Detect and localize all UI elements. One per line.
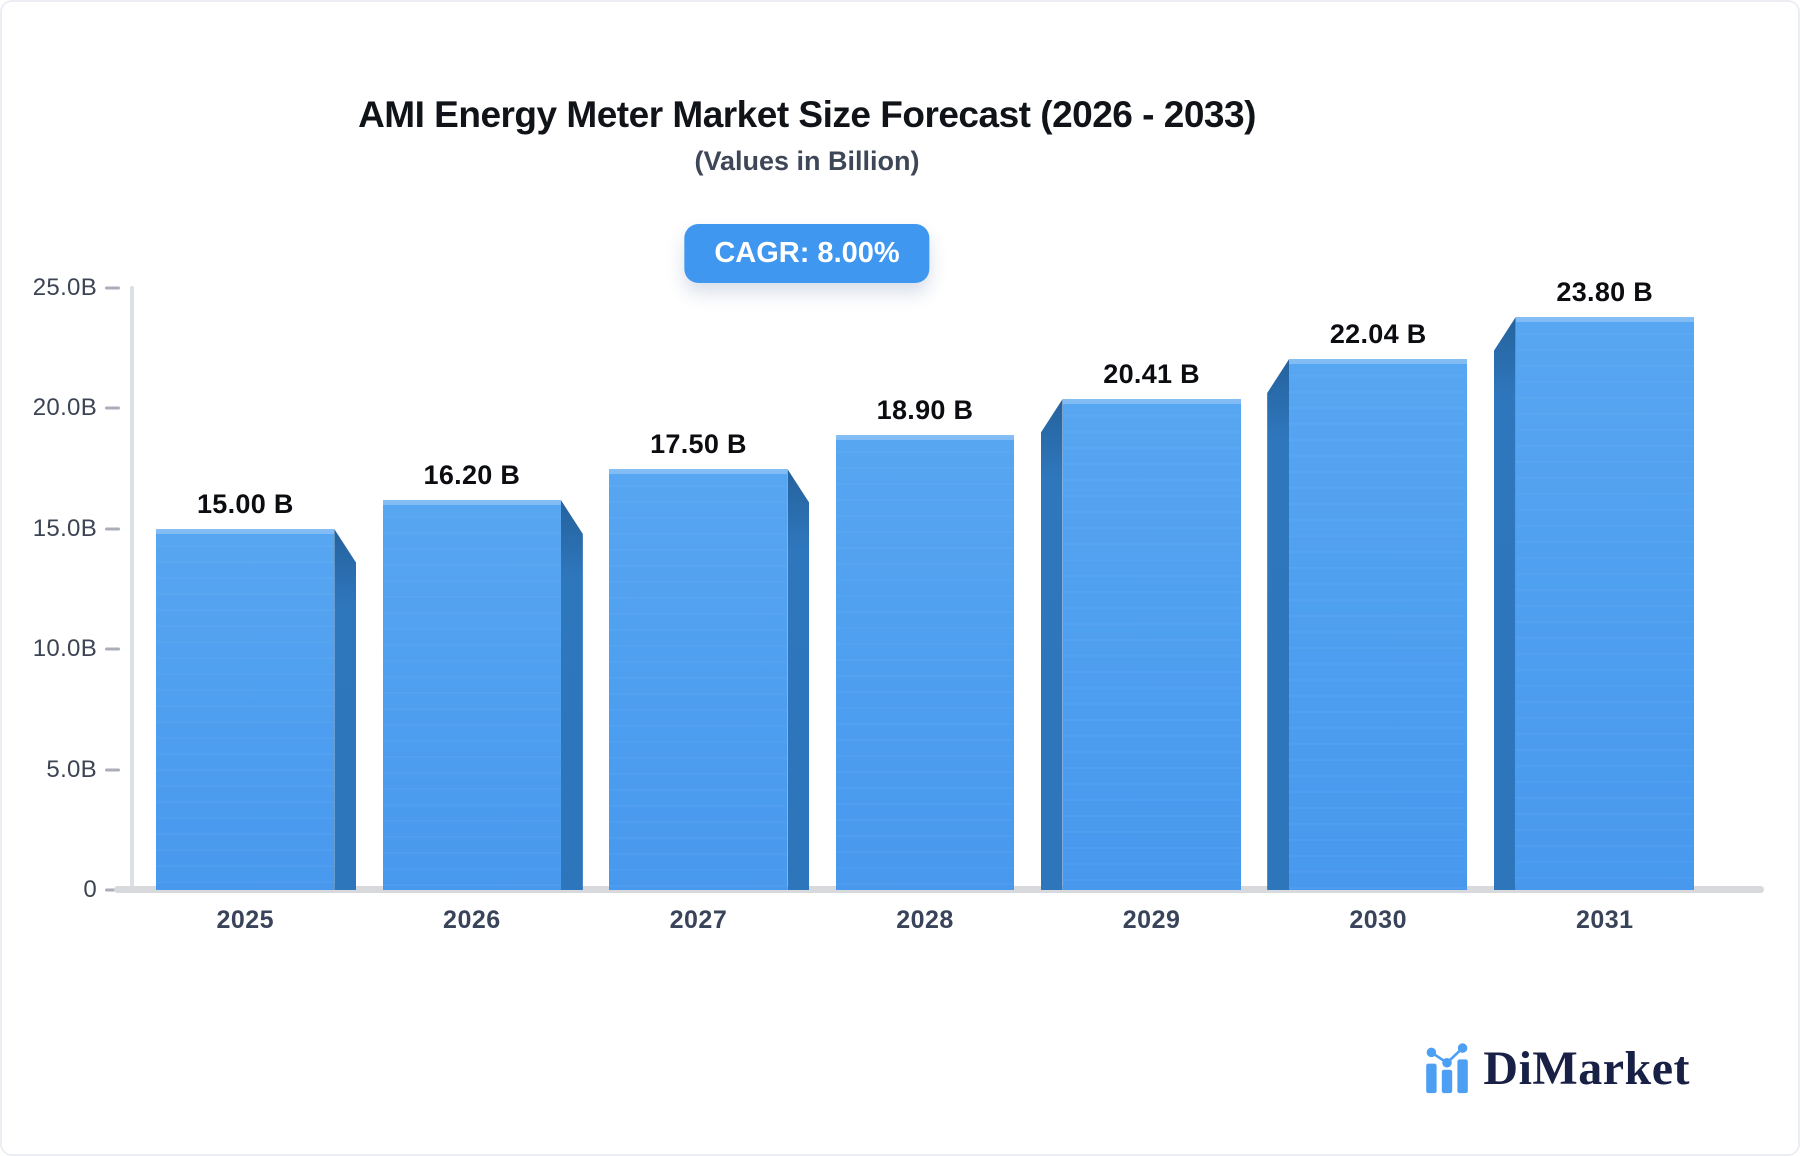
cagr-badge: CAGR: 8.00% (684, 224, 930, 283)
bar-face (1289, 359, 1468, 890)
y-axis-tick-mark (105, 647, 120, 651)
y-axis-tick-label: 25.0B (32, 274, 97, 301)
bar-slot: 20.41 B 2029 (1038, 288, 1265, 934)
bar-value-label: 20.41 B (1103, 359, 1200, 389)
chart-title: AMI Energy Meter Market Size Forecast (2… (358, 94, 1256, 135)
bar-2029: 20.41 B (1040, 359, 1241, 890)
y-axis-tick-label: 20.0B (32, 394, 97, 422)
plot-area: 15.00 B 2025 16.20 B 2026 17.50 B 2027 18.90 B… (132, 277, 1718, 934)
x-axis-label: 2027 (669, 906, 728, 934)
bar-slot: 23.80 B 2031 (1491, 277, 1718, 934)
bar-side-face (1040, 399, 1063, 890)
bar-side-face (560, 500, 583, 890)
bar-value-label: 22.04 B (1329, 319, 1427, 349)
bar-slot: 15.00 B 2025 (132, 288, 359, 934)
x-axis-label: 2028 (896, 906, 954, 934)
x-axis-label: 2031 (1575, 906, 1634, 934)
bar-2031: 23.80 B (1493, 277, 1694, 890)
y-axis-tick-label: 5.0B (46, 755, 97, 783)
bar-2025: 15.00 B (156, 489, 357, 890)
bar-face (609, 469, 788, 890)
bar-slot: 18.90 B 2028 (812, 288, 1039, 934)
bar-side-face (1267, 359, 1290, 890)
bar-value-label: 23.80 B (1556, 277, 1654, 307)
y-axis-line (130, 286, 134, 890)
bar-face (1062, 399, 1241, 890)
bar-side-face (1493, 317, 1516, 890)
bar-side-face (334, 529, 357, 890)
bar-value-label: 17.50 B (650, 429, 747, 459)
y-axis-tick-mark (105, 406, 120, 410)
bar-face (382, 500, 561, 890)
bar-slot: 22.04 B 2030 (1265, 288, 1492, 934)
bar-2027: 17.50 B (609, 429, 810, 890)
chart-subtitle: (Values in Billion) (694, 146, 920, 176)
bar-chart-icon (1426, 1043, 1469, 1094)
y-axis-tick-mark (105, 286, 120, 290)
bar-slot: 16.20 B 2026 (359, 288, 586, 934)
bar-value-label: 15.00 B (196, 489, 294, 519)
y-axis-tick-label: 10.0B (32, 635, 97, 663)
x-axis-label: 2025 (216, 906, 275, 934)
logo-text: DiMarket (1483, 1041, 1690, 1095)
x-axis-label: 2026 (443, 906, 501, 934)
bar-value-label: 18.90 B (876, 395, 974, 425)
y-axis-tick-mark (105, 527, 120, 531)
bar-face (836, 435, 1015, 890)
x-axis-label: 2029 (1122, 906, 1181, 934)
x-axis-label: 2030 (1349, 906, 1407, 934)
y-axis-tick-label: 0 (83, 876, 97, 903)
dimarket-logo: DiMarket (1421, 1040, 1690, 1096)
bar-slot: 17.50 B 2027 (585, 288, 812, 934)
bar-face (1515, 317, 1694, 890)
bar-2028: 18.90 B (825, 395, 1025, 890)
y-axis-tick-mark (105, 888, 120, 892)
bar-value-label: 16.20 B (423, 460, 521, 490)
chart-header: AMI Energy Meter Market Size Forecast (2… (2, 92, 1612, 177)
bar-2030: 22.04 B (1267, 319, 1468, 890)
y-axis-tick-mark (105, 768, 120, 772)
bar-2026: 16.20 B (382, 460, 583, 890)
bar-face (156, 529, 335, 890)
y-axis-tick-label: 15.0B (32, 514, 97, 542)
bar-side-face (787, 469, 810, 890)
